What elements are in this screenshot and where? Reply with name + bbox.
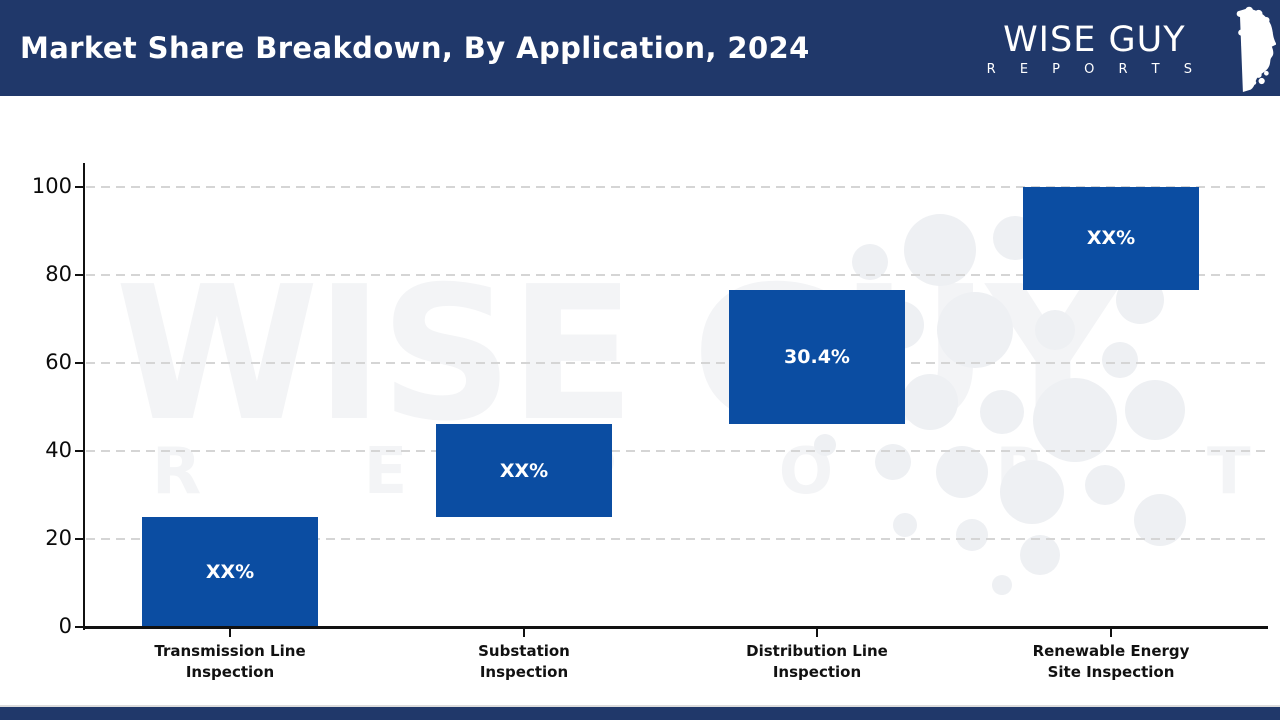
logo-subtext: R E P O R T S — [986, 61, 1202, 77]
x-axis-spine — [83, 626, 1268, 629]
gridline-20 — [86, 538, 1266, 540]
y-tick-80 — [75, 274, 84, 276]
gridline-60 — [86, 362, 1266, 364]
bar-value-label: XX% — [1086, 227, 1136, 250]
gridline-40 — [86, 450, 1266, 452]
chart-title: Market Share Breakdown, By Application, … — [20, 31, 810, 65]
y-tick-label-40: 40 — [45, 438, 72, 462]
y-tick-label-100: 100 — [31, 174, 72, 198]
bar-segment-2: XX% — [436, 424, 612, 517]
y-tick-100 — [75, 186, 84, 188]
y-tick-label-80: 80 — [45, 262, 72, 286]
logo-head-icon — [1236, 6, 1276, 92]
y-tick-40 — [75, 450, 84, 452]
gridline-80 — [86, 274, 1266, 276]
gridline-100 — [86, 186, 1266, 188]
x-category-label-1: Transmission Line Inspection — [154, 642, 306, 682]
y-tick-label-0: 0 — [58, 614, 72, 638]
x-tick-1 — [229, 628, 231, 637]
y-tick-20 — [75, 538, 84, 540]
wise-guy-logo: WISE GUY R E P O R T S — [987, 4, 1276, 94]
bar-segment-1: XX% — [142, 517, 318, 627]
y-tick-label-20: 20 — [45, 526, 72, 550]
y-tick-60 — [75, 362, 84, 364]
bar-value-label: XX% — [205, 561, 255, 583]
logo-wordmark: WISE GUY — [1003, 20, 1186, 60]
header-bar: Market Share Breakdown, By Application, … — [0, 0, 1280, 96]
y-tick-0 — [75, 626, 84, 628]
y-axis-spine — [83, 163, 85, 630]
x-tick-4 — [1110, 628, 1112, 637]
x-tick-3 — [816, 628, 818, 637]
footer-bar — [0, 707, 1280, 720]
bar-value-label: 30.4% — [784, 345, 850, 368]
bar-value-label: XX% — [499, 459, 549, 482]
x-category-label-4: Renewable Energy Site Inspection — [1032, 642, 1190, 682]
bar-segment-3: 30.4% — [729, 289, 905, 424]
footer-divider — [0, 705, 1280, 707]
x-category-label-2: Substation Inspection — [478, 642, 570, 682]
y-tick-label-60: 60 — [45, 350, 72, 374]
logo-wordmark-block: WISE GUY R E P O R T S — [987, 22, 1202, 77]
x-tick-2 — [523, 628, 525, 637]
bar-segment-4: XX% — [1023, 187, 1199, 290]
x-category-label-3: Distribution Line Inspection — [746, 642, 888, 682]
